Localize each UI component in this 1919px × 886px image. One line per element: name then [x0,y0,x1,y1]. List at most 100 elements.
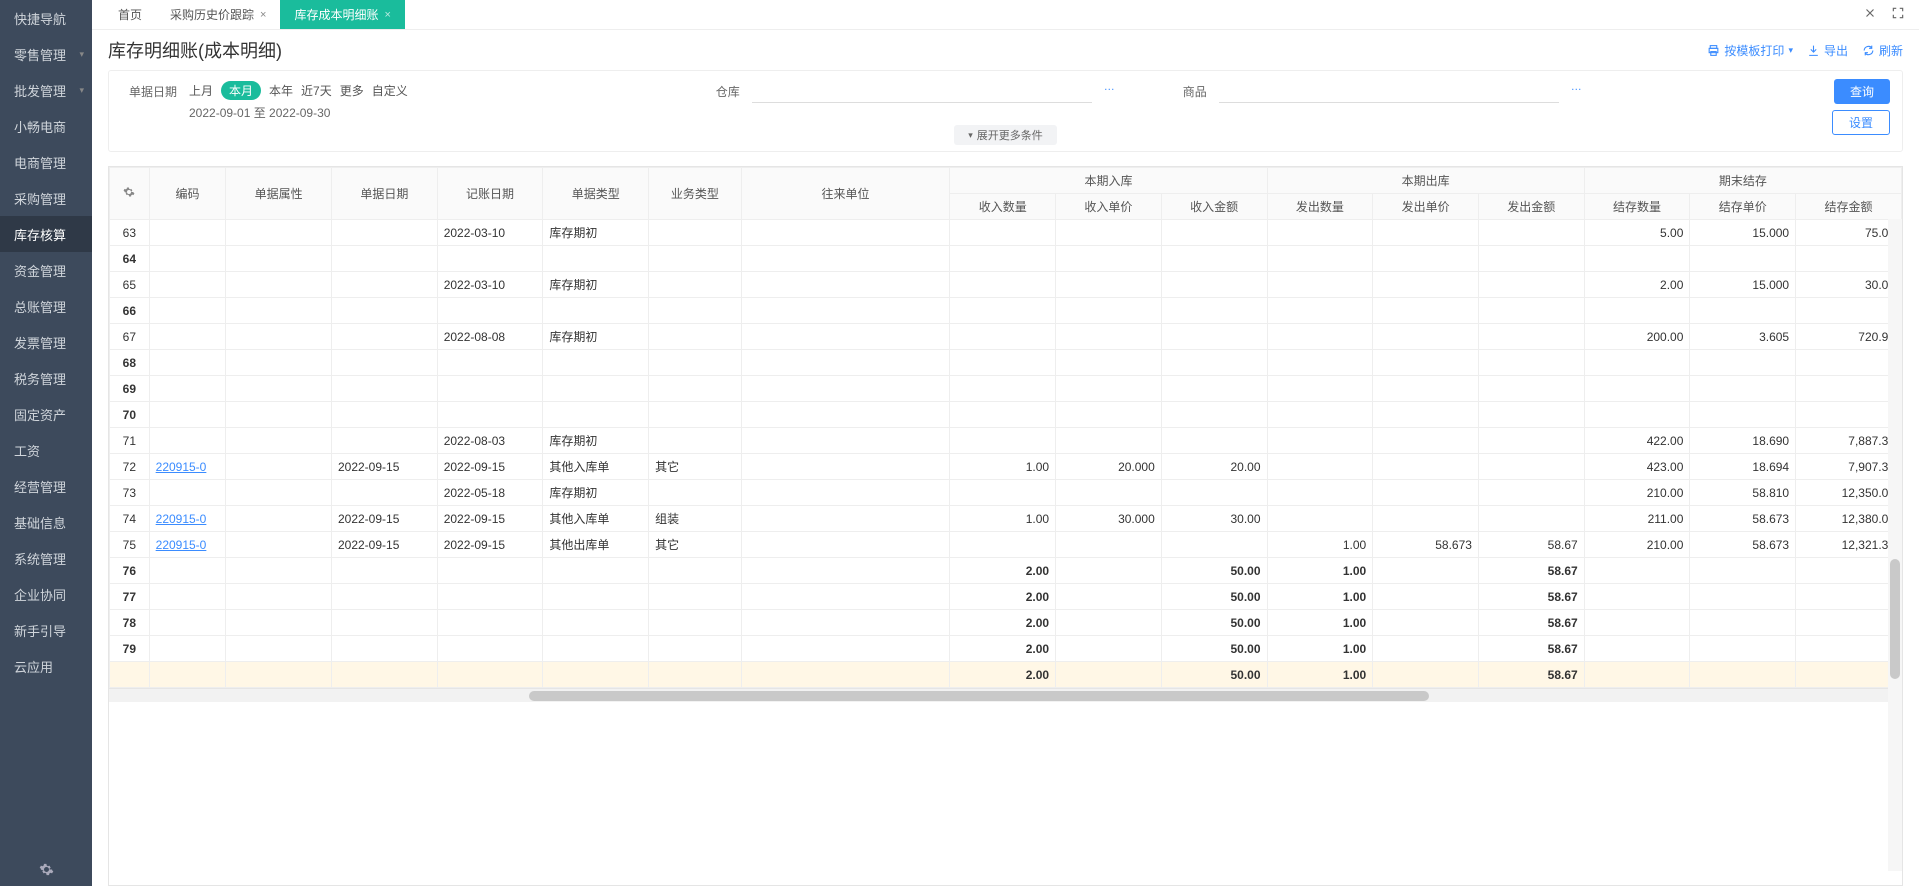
h-scrollbar[interactable] [109,688,1902,702]
sidebar-item-2[interactable]: 批发管理▾ [0,72,92,108]
table-row: 792.0050.001.0058.67 [110,636,1902,662]
colgroup-in: 本期入库 [950,168,1267,194]
v-scrollbar[interactable] [1888,219,1902,871]
sidebar-item-6[interactable]: 库存核算 [0,216,92,252]
table-row: 762.0050.001.0058.67 [110,558,1902,584]
col-outqty: 发出数量 [1267,194,1373,220]
sidebar-item-11[interactable]: 固定资产 [0,396,92,432]
colgroup-bal: 期末结存 [1584,168,1901,194]
date-quick-picks: 上月本月本年近7天更多自定义 [189,81,408,100]
close-icon[interactable]: × [260,9,266,21]
table-row: 69 [110,376,1902,402]
settings-button[interactable]: 设置 [1832,110,1890,135]
sidebar-item-15[interactable]: 系统管理 [0,540,92,576]
sidebar-item-13[interactable]: 经营管理 [0,468,92,504]
col-inprice: 收入单价 [1056,194,1162,220]
date-quick-1[interactable]: 本月 [221,81,261,100]
colgroup-out: 本期出库 [1267,168,1584,194]
filter-panel: 单据日期 上月本月本年近7天更多自定义 2022-09-01 至 2022-09… [108,70,1903,152]
bill-link[interactable]: 220915-0 [156,538,207,552]
table-row: 70 [110,402,1902,428]
table-row: 75220915-02022-09-152022-09-15其他出库单其它1.0… [110,532,1902,558]
table-row: 672022-08-08库存期初200.003.605720.95 [110,324,1902,350]
chevron-down-icon: ▾ [968,130,973,141]
product-more[interactable]: … [1571,81,1582,93]
sidebar-item-5[interactable]: 采购管理 [0,180,92,216]
sidebar-item-18[interactable]: 云应用 [0,648,92,684]
summary-row: 2.0050.001.0058.67 [110,662,1902,688]
query-button[interactable]: 查询 [1834,79,1890,104]
printer-icon [1707,44,1720,57]
table-row: 66 [110,298,1902,324]
table-row: 74220915-02022-09-152022-09-15其他入库单组装1.0… [110,506,1902,532]
col-outprice: 发出单价 [1373,194,1479,220]
col-code: 编码 [149,168,226,220]
chevron-down-icon: ▾ [1788,45,1793,56]
date-range: 2022-09-01 至 2022-09-30 [189,104,408,121]
table-row: 732022-05-18库存期初210.0058.81012,350.00 [110,480,1902,506]
refresh-button[interactable]: 刷新 [1862,42,1903,59]
sidebar-item-10[interactable]: 税务管理 [0,360,92,396]
sidebar-item-17[interactable]: 新手引导 [0,612,92,648]
warehouse-more[interactable]: … [1104,81,1115,93]
col-bookdate: 记账日期 [437,168,543,220]
tab-bar: 首页采购历史价跟踪×库存成本明细账× [92,0,1919,30]
col-attr: 单据属性 [226,168,332,220]
tab-1[interactable]: 采购历史价跟踪× [156,0,280,29]
tab-0[interactable]: 首页 [104,0,156,29]
sidebar-item-9[interactable]: 发票管理 [0,324,92,360]
sidebar-item-1[interactable]: 零售管理▾ [0,36,92,72]
bill-link[interactable]: 220915-0 [156,460,207,474]
product-label: 商品 [1155,81,1207,100]
expand-filters[interactable]: ▾ 展开更多条件 [954,125,1057,145]
refresh-icon [1862,44,1875,57]
close-all-icon[interactable] [1863,6,1877,23]
sidebar-item-8[interactable]: 总账管理 [0,288,92,324]
sidebar: 快捷导航零售管理▾批发管理▾小畅电商电商管理采购管理库存核算资金管理总账管理发票… [0,0,92,886]
export-icon [1807,44,1820,57]
date-quick-0[interactable]: 上月 [189,82,213,99]
close-icon[interactable]: × [384,9,390,21]
date-quick-5[interactable]: 自定义 [372,82,408,99]
sidebar-item-12[interactable]: 工资 [0,432,92,468]
col-outamt: 发出金额 [1478,194,1584,220]
tab-2[interactable]: 库存成本明细账× [280,0,404,29]
col-inqty: 收入数量 [950,194,1056,220]
sidebar-settings[interactable] [0,852,92,886]
date-quick-4[interactable]: 更多 [340,82,364,99]
product-input[interactable] [1219,81,1559,103]
date-label: 单据日期 [125,81,177,100]
sidebar-item-0[interactable]: 快捷导航 [0,0,92,36]
sidebar-item-14[interactable]: 基础信息 [0,504,92,540]
sidebar-item-3[interactable]: 小畅电商 [0,108,92,144]
print-button[interactable]: 按模板打印 ▾ [1707,42,1793,59]
sidebar-item-7[interactable]: 资金管理 [0,252,92,288]
col-balprice: 结存单价 [1690,194,1796,220]
date-quick-2[interactable]: 本年 [269,82,293,99]
chevron-down-icon: ▾ [79,85,84,96]
col-billtype: 单据类型 [543,168,649,220]
table-row: 632022-03-10库存期初5.0015.00075.00 [110,220,1902,246]
table-row: 68 [110,350,1902,376]
warehouse-label: 仓库 [688,81,740,100]
sidebar-item-16[interactable]: 企业协同 [0,576,92,612]
date-quick-3[interactable]: 近7天 [301,82,332,99]
col-balqty: 结存数量 [1584,194,1690,220]
table-row: 652022-03-10库存期初2.0015.00030.00 [110,272,1902,298]
table-row: 72220915-02022-09-152022-09-15其他入库单其它1.0… [110,454,1902,480]
fullscreen-icon[interactable] [1891,6,1905,23]
col-biztype: 业务类型 [649,168,742,220]
col-billdate: 单据日期 [331,168,437,220]
warehouse-input[interactable] [752,81,1092,103]
chevron-down-icon: ▾ [79,49,84,60]
sidebar-item-4[interactable]: 电商管理 [0,144,92,180]
data-table: 编码 单据属性 单据日期 记账日期 单据类型 业务类型 往来单位 本期入库 本期… [108,166,1903,886]
table-settings[interactable] [110,168,150,220]
page-title: 库存明细账(成本明细) [108,37,282,63]
table-row: 782.0050.001.0058.67 [110,610,1902,636]
table-row: 772.0050.001.0058.67 [110,584,1902,610]
export-button[interactable]: 导出 [1807,42,1848,59]
gear-icon [39,862,54,877]
col-balamt: 结存金额 [1796,194,1902,220]
bill-link[interactable]: 220915-0 [156,512,207,526]
